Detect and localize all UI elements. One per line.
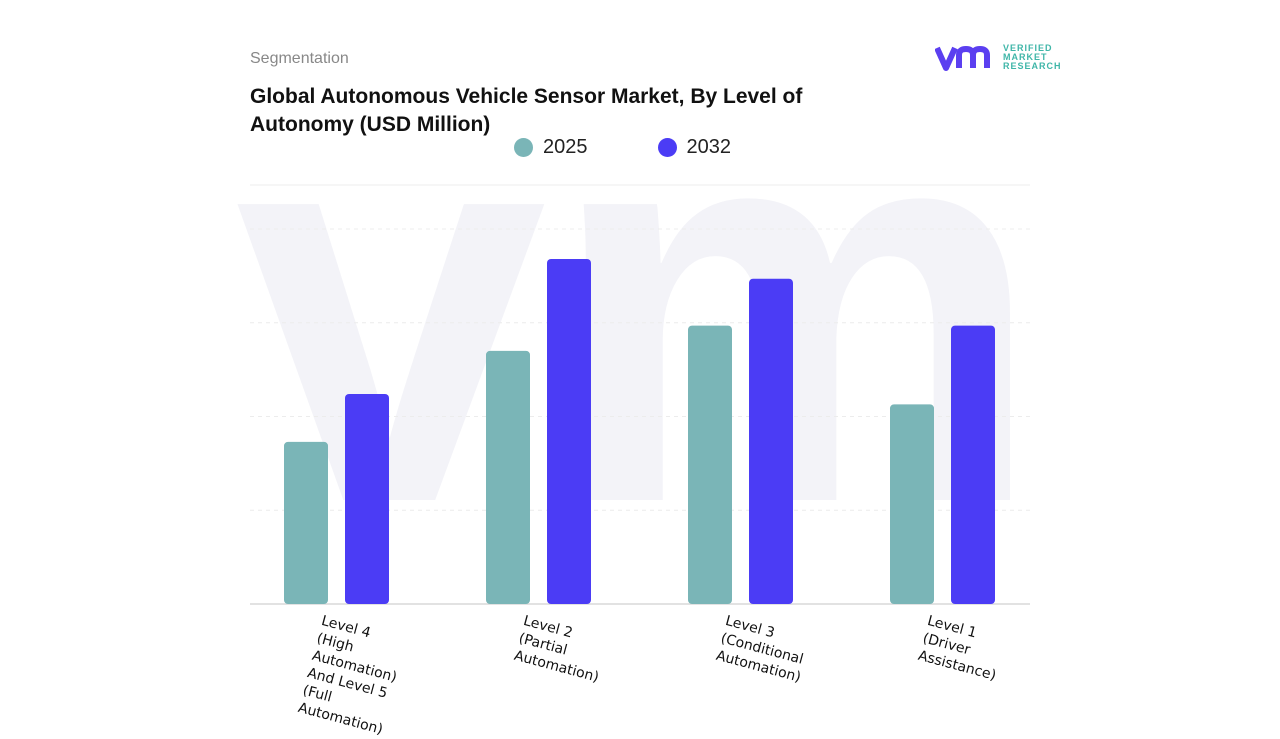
- legend-label: 2025: [543, 136, 588, 158]
- legend-swatch-2032: [657, 138, 677, 157]
- logo-line: RESEARCH: [1003, 61, 1062, 71]
- legend-item-2032: 2032: [657, 136, 732, 159]
- vmr-logo-icon: [935, 45, 990, 71]
- bar-2025-0: [284, 441, 328, 604]
- bar-2032-3: [951, 325, 995, 604]
- legend-label: 2032: [686, 136, 732, 158]
- legend: 2025 2032: [514, 136, 731, 159]
- bar-2025-2: [688, 325, 732, 604]
- logo-line: MARKET: [1003, 52, 1048, 62]
- logo: VERIFIED MARKET RESEARCH: [935, 44, 1062, 71]
- chart-title: Global Autonomous Vehicle Sensor Market,…: [250, 85, 803, 136]
- segment-label: Segmentation: [250, 50, 349, 67]
- legend-item-2025: 2025: [514, 136, 588, 159]
- logo-line: VERIFIED: [1003, 43, 1053, 53]
- bar-chart: vm: [235, 0, 1044, 619]
- bar-2032-0: [345, 394, 389, 604]
- bar-2032-2: [749, 278, 793, 604]
- bar-2032-1: [547, 259, 591, 604]
- legend-swatch-2025: [514, 138, 533, 157]
- bar-2025-1: [486, 350, 530, 604]
- bar-2025-3: [890, 404, 934, 604]
